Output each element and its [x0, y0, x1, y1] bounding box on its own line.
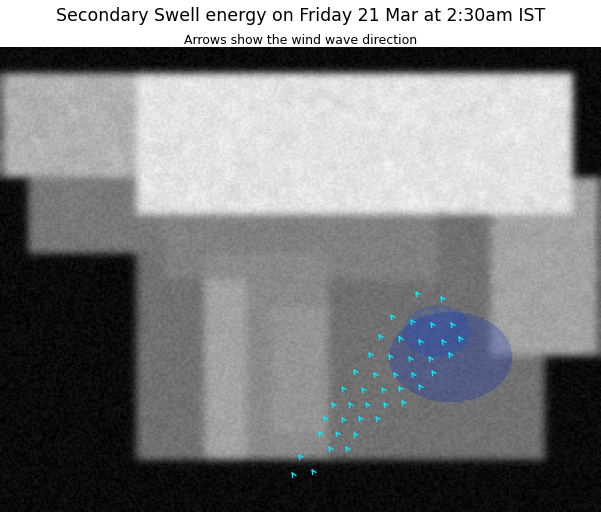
Text: Arrows show the wind wave direction: Arrows show the wind wave direction [184, 34, 417, 47]
Ellipse shape [403, 305, 471, 357]
Ellipse shape [389, 312, 512, 402]
Text: Secondary Swell energy on Friday 21 Mar at 2:30am IST: Secondary Swell energy on Friday 21 Mar … [56, 8, 545, 26]
